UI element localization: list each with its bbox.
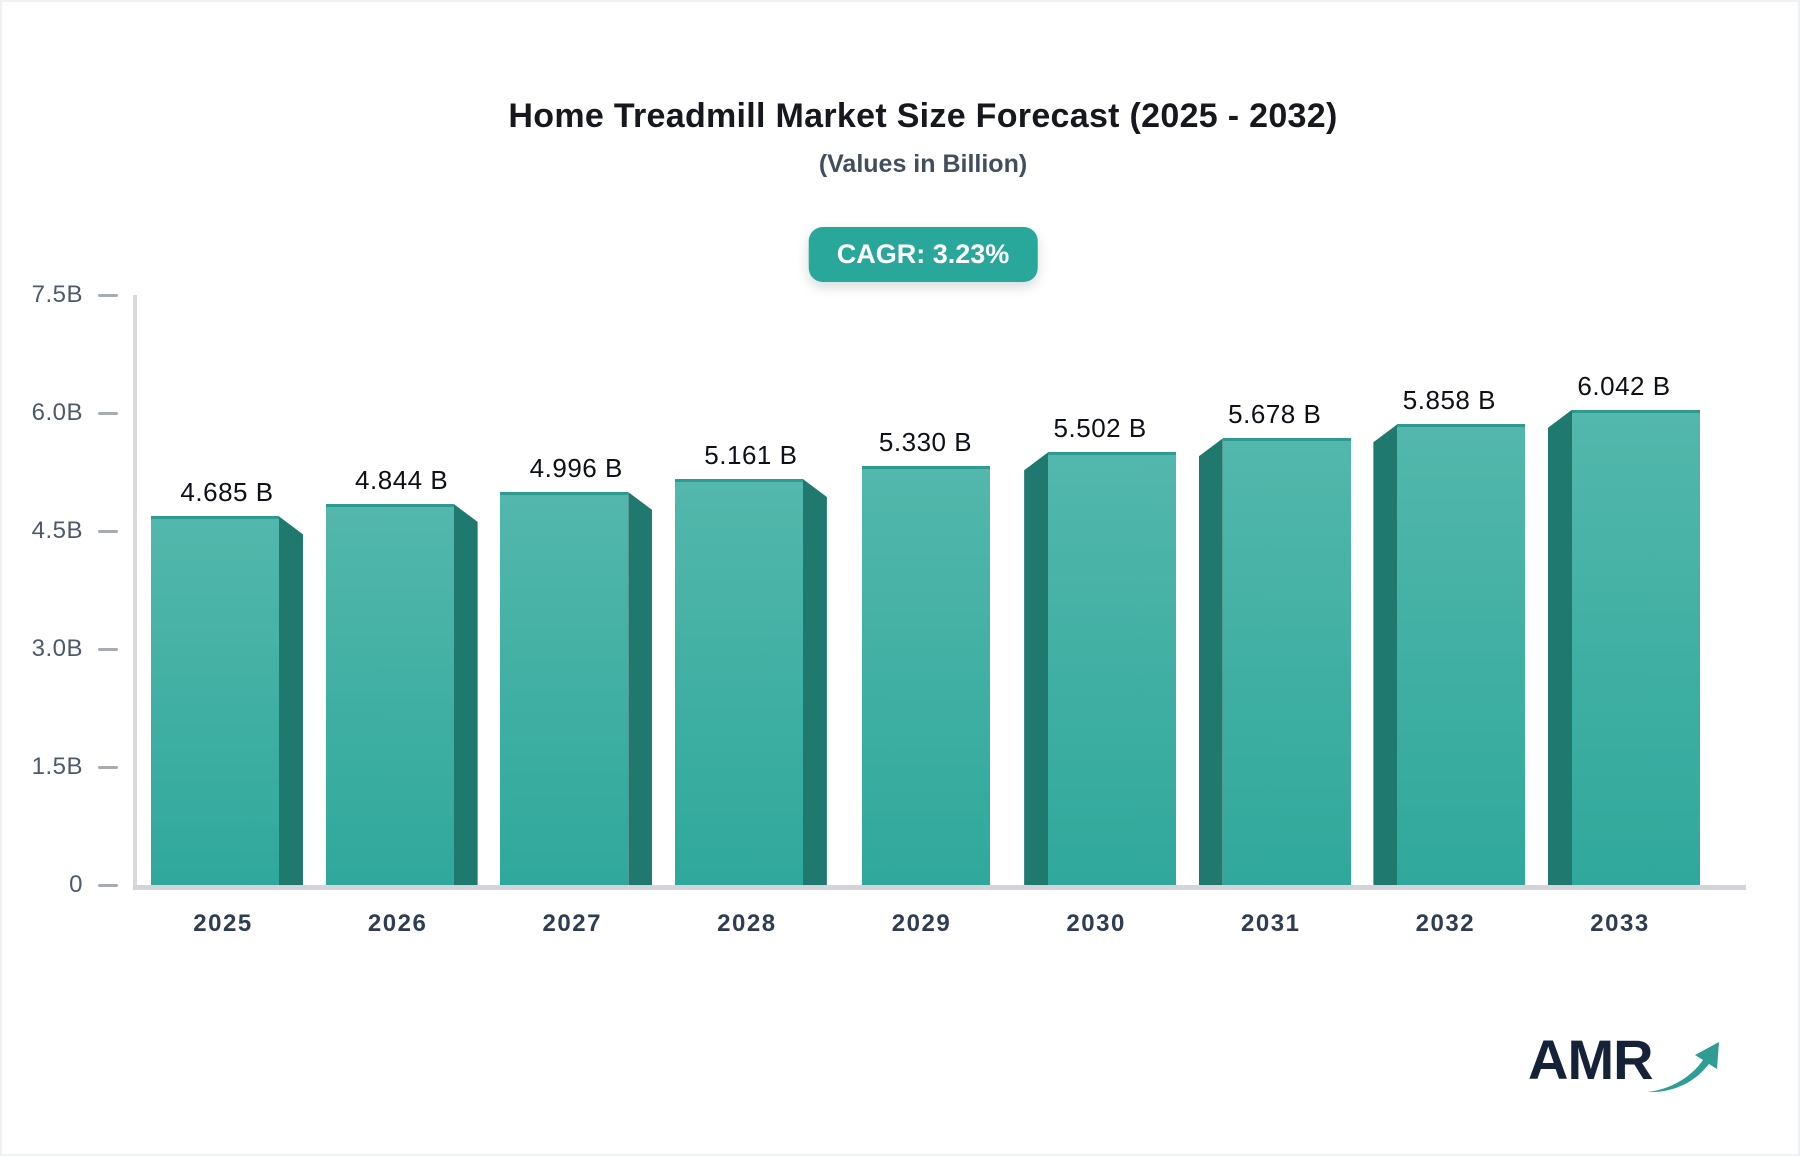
x-tick-label: 2026 (367, 910, 428, 937)
tick-dash (98, 529, 118, 533)
y-axis-tick: 1.5B (0, 753, 118, 781)
tick-dash (98, 883, 118, 887)
y-tick-label: 3.0B (31, 635, 83, 662)
x-tick-label: 2025 (193, 910, 253, 937)
y-axis-tick: 0 (0, 871, 118, 899)
y-axis-tick: 7.5B (0, 281, 118, 309)
x-tick-label: 2027 (542, 910, 602, 937)
bar-2033: 6.042 B (1548, 371, 1700, 885)
bar-value-label: 5.330 B (878, 426, 973, 457)
x-tick-label: 2029 (891, 910, 952, 937)
tick-dash (98, 411, 118, 415)
x-tick-label: 2031 (1241, 910, 1301, 937)
bar-value-label: 5.502 B (1053, 413, 1147, 444)
y-tick-label: 7.5B (31, 281, 83, 308)
chart-plot-area: 7.5B 6.0B 4.5B 3.0B 1.5B 0 4.685 B 4.844… (32, 281, 1746, 898)
bar-2026: 4.844 B (325, 465, 478, 885)
tick-dash (98, 765, 118, 769)
bar-value-label: 5.678 B (1228, 399, 1322, 430)
bar-2028: 5.161 B (674, 440, 827, 885)
y-axis-tick: 6.0B (0, 399, 118, 427)
cagr-badge: CAGR: 3.23% (808, 227, 1038, 282)
bar-face (674, 479, 803, 885)
page-subtitle: (Values in Billion) (818, 150, 1028, 178)
bar-value-label: 4.685 B (180, 477, 274, 508)
x-axis-baseline (133, 885, 1746, 890)
tick-dash (98, 293, 118, 297)
bar-face (1397, 424, 1526, 885)
y-tick-label: 4.5B (31, 517, 83, 544)
bar-2030: 5.502 B (1024, 413, 1177, 885)
bar-2027: 4.996 B (500, 453, 653, 885)
bar-side-shade (1548, 409, 1572, 885)
bar-side-shade (802, 479, 827, 885)
x-tick-label: 2028 (717, 910, 777, 937)
growth-arrow-icon (1646, 1042, 1719, 1093)
page-title: Home Treadmill Market Size Forecast (202… (508, 97, 1338, 135)
bar-face (1572, 409, 1700, 885)
tick-dash (98, 647, 118, 651)
amr-logo-text: AMR (1528, 1028, 1654, 1091)
bar-face (500, 492, 629, 885)
bar-2032: 5.858 B (1373, 385, 1526, 885)
bar-value-label: 6.042 B (1577, 370, 1671, 401)
bar-face (1048, 452, 1177, 885)
x-tick-label: 2033 (1590, 910, 1650, 937)
bar-face (1222, 438, 1351, 885)
amr-logo: AMR (1528, 1032, 1725, 1098)
y-axis-tick: 3.0B (0, 635, 118, 663)
bar-value-label: 5.161 B (704, 440, 798, 470)
y-axis-tick: 4.5B (0, 517, 118, 545)
bar-side-shade (279, 516, 303, 885)
y-tick-label: 0 (69, 871, 83, 898)
bar-value-label: 4.844 B (355, 464, 449, 495)
bar-side-shade (1373, 424, 1398, 885)
bar-value-label: 5.858 B (1402, 385, 1496, 416)
bar-side-shade (453, 503, 478, 885)
bar-side-shade (1024, 452, 1049, 885)
bar-2029: 5.330 B (850, 427, 1002, 885)
y-tick-label: 1.5B (31, 753, 83, 780)
bar-side-shade (628, 492, 653, 885)
x-axis-labels: 2025 2026 2027 2028 2029 2030 2031 2032 … (147, 910, 1696, 938)
y-tick-label: 6.0B (31, 399, 83, 426)
bar-value-label: 4.996 B (529, 453, 623, 483)
bar-2025: 4.685 B (151, 477, 303, 885)
x-tick-label: 2032 (1415, 910, 1476, 937)
bar-face (325, 503, 454, 885)
x-tick-label: 2030 (1066, 910, 1126, 937)
bar-side-shade (1198, 438, 1223, 885)
bar-2031: 5.678 B (1198, 399, 1351, 885)
bar-face (861, 465, 990, 885)
bar-face (151, 516, 279, 885)
bars-container: 4.685 B 4.844 B 4.996 B 5.161 B 5.330 B … (151, 295, 1700, 885)
